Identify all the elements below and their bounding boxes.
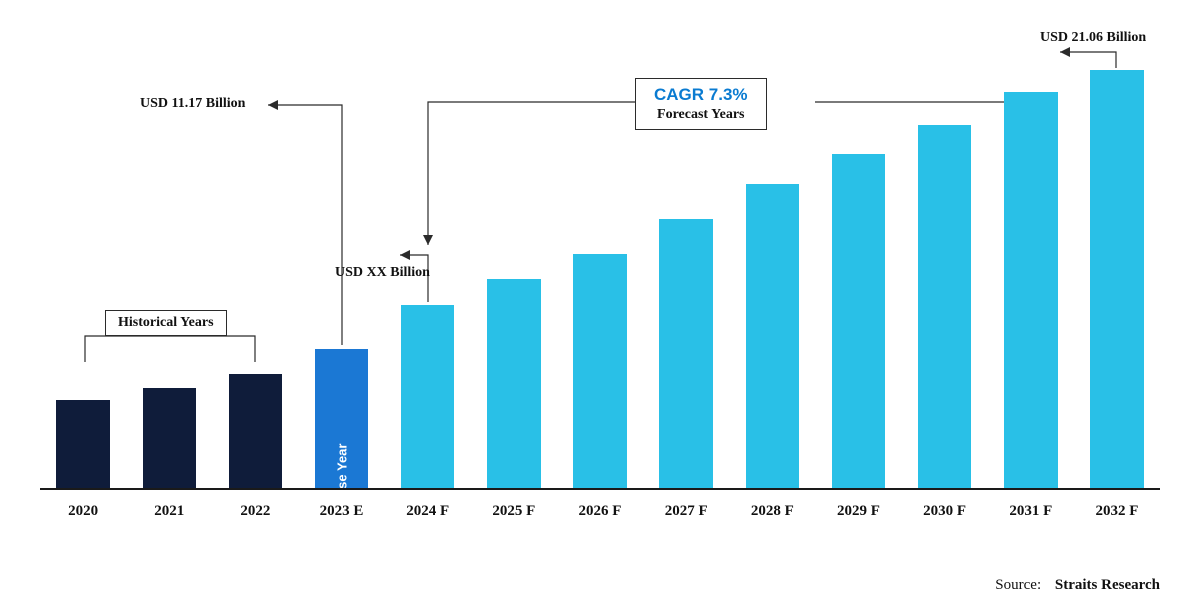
x-axis-label: 2025 F — [471, 503, 557, 520]
x-axis-label: 2032 F — [1074, 503, 1160, 520]
source-value: Straits Research — [1055, 577, 1160, 593]
bar-slot — [385, 30, 471, 488]
x-axis-label: 2023 E — [298, 503, 384, 520]
bar — [487, 279, 540, 488]
bar — [573, 254, 626, 488]
bar-slot — [40, 30, 126, 488]
source-attribution: Source: Straits Research — [995, 577, 1160, 594]
bars-container: Base Year — [40, 30, 1160, 488]
bar — [832, 154, 885, 488]
bar — [401, 305, 454, 488]
bar-slot — [815, 30, 901, 488]
bar — [229, 374, 282, 489]
bar-slot — [557, 30, 643, 488]
bar-slot — [988, 30, 1074, 488]
x-axis-label: 2022 — [212, 503, 298, 520]
bar — [918, 125, 971, 488]
x-axis-label: 2026 F — [557, 503, 643, 520]
bar — [56, 400, 109, 488]
bar — [746, 184, 799, 488]
bar: Base Year — [315, 349, 368, 488]
x-axis-label: 2020 — [40, 503, 126, 520]
x-axis-labels: 2020202120222023 E2024 F2025 F2026 F2027… — [40, 503, 1160, 520]
bar-slot — [126, 30, 212, 488]
base-year-label: Base Year — [334, 444, 349, 506]
x-axis — [40, 488, 1160, 490]
bar-slot — [471, 30, 557, 488]
x-axis-label: 2028 F — [729, 503, 815, 520]
bar — [143, 388, 196, 488]
bar-slot — [1074, 30, 1160, 488]
x-axis-label: 2021 — [126, 503, 212, 520]
market-forecast-chart: Historical Years CAGR 7.3% Forecast Year… — [0, 0, 1200, 600]
bar — [1004, 92, 1057, 488]
bar — [659, 219, 712, 488]
bar-slot — [729, 30, 815, 488]
x-axis-label: 2030 F — [902, 503, 988, 520]
x-axis-label: 2029 F — [815, 503, 901, 520]
x-axis-label: 2024 F — [385, 503, 471, 520]
bar-slot — [212, 30, 298, 488]
x-axis-label: 2027 F — [643, 503, 729, 520]
bar — [1090, 70, 1143, 488]
x-axis-label: 2031 F — [988, 503, 1074, 520]
bar-slot: Base Year — [298, 30, 384, 488]
plot-area: Historical Years CAGR 7.3% Forecast Year… — [40, 30, 1160, 520]
bar-slot — [643, 30, 729, 488]
bar-slot — [902, 30, 988, 488]
source-label: Source: — [995, 577, 1041, 593]
